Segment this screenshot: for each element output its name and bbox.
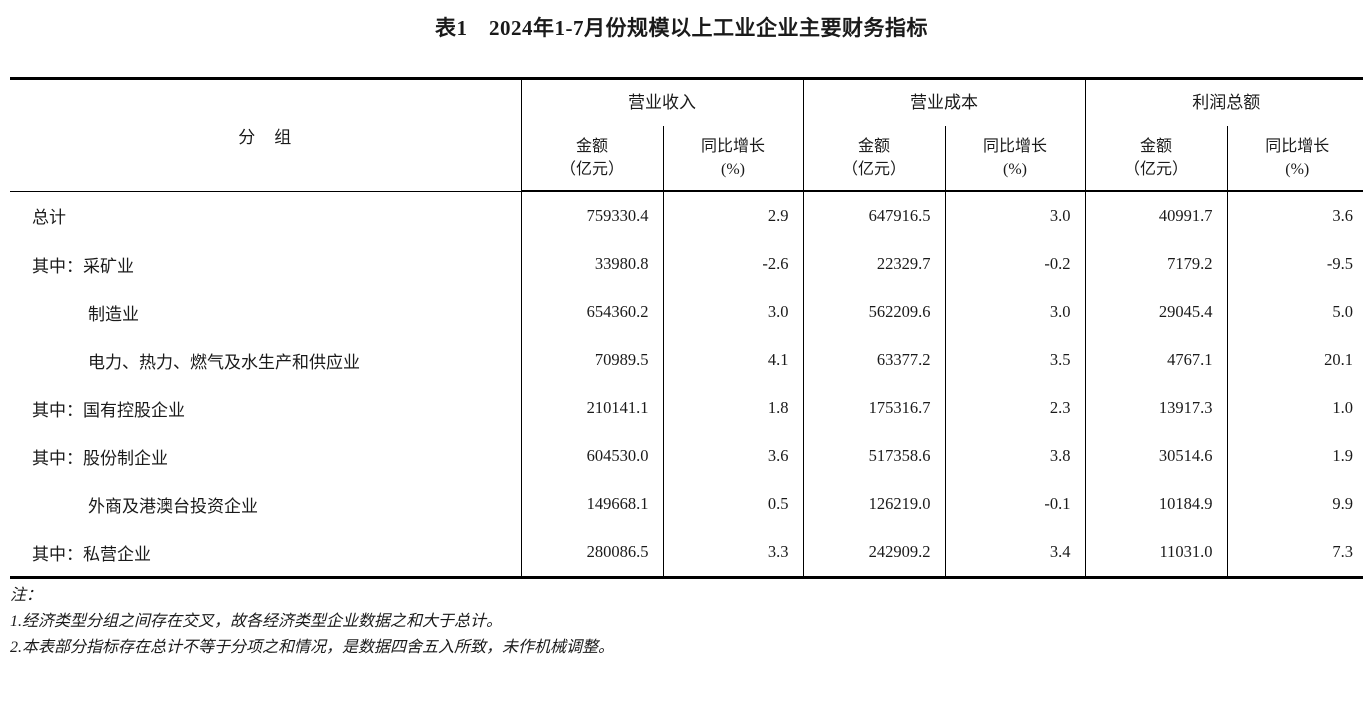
row-label: 其中：私营企业 (10, 528, 521, 580)
cell-profit-amount: 13917.3 (1084, 384, 1227, 433)
cell-revenue-growth: 4.1 (662, 336, 803, 385)
cell-cost-amount: 175316.7 (802, 384, 945, 433)
cell-profit-amount: 4767.1 (1084, 336, 1227, 385)
cell-revenue-amount: 654360.2 (520, 288, 663, 337)
cell-profit-amount: 7179.2 (1084, 240, 1227, 289)
cell-cost-amount: 126219.0 (802, 480, 945, 529)
cell-cost-growth: 3.8 (944, 432, 1085, 481)
table-row: 其中：私营企业 280086.5 3.3 242909.2 3.4 11031.0 7.3 (10, 528, 1363, 580)
subheader-line2: （亿元） (841, 161, 906, 179)
cell-profit-amount: 11031.0 (1084, 528, 1227, 580)
cell-cost-growth: -0.1 (944, 480, 1085, 529)
cell-profit-growth: 5.0 (1226, 288, 1363, 337)
table-row: 其中：采矿业 33980.8 -2.6 22329.7 -0.2 7179.2 -9.5 (10, 240, 1363, 289)
subheader-line1: 同比增长 (700, 138, 765, 155)
table-row: 其中：股份制企业 604530.0 3.6 517358.6 3.8 30514.6 1.9 (10, 432, 1363, 481)
subheader-line1: 同比增长 (982, 138, 1047, 155)
table-body: 总计 759330.4 2.9 647916.5 3.0 40991.7 3.6 其中：采矿业… (10, 191, 1363, 580)
cell-profit-amount: 30514.6 (1084, 432, 1227, 481)
subheader-line1: 金额 (857, 138, 890, 155)
subheader-profit-growth: 同比增长 (%) (1226, 126, 1363, 193)
row-label: 其中：股份制企业 (32, 448, 168, 468)
cell-revenue-growth: 3.6 (662, 432, 803, 481)
cell-revenue-amount: 210141.1 (520, 384, 663, 433)
row-label: 其中：国有控股企业 (32, 400, 185, 420)
cell-revenue-amount: 149668.1 (520, 480, 663, 529)
column-header-grouping: 分 组 (10, 77, 521, 192)
table-row: 制造业 654360.2 3.0 562209.6 3.0 29045.4 5.0 (10, 288, 1363, 337)
financial-table-container: 分 组 营业收入 营业成本 利润总额 金额 （亿元） 同比增长 (%) 金额 （… (10, 41, 1363, 580)
cell-revenue-growth: 2.9 (662, 191, 803, 241)
row-label: 其中：采矿业 (32, 256, 134, 276)
cell-revenue-amount: 33980.8 (520, 240, 663, 289)
subheader-revenue-amount: 金额 （亿元） (520, 126, 663, 193)
table-row: 电力、热力、燃气及水生产和供应业 70989.5 4.1 63377.2 3.5 4767… (10, 336, 1363, 385)
row-label: 外商及港澳台投资企业 (88, 496, 258, 516)
header-row-groups: 分 组 营业收入 营业成本 利润总额 (10, 77, 1363, 192)
table-notes: 注： 1.经济类型分组之间存在交叉，故各经济类型企业数据之和大于总计。 2.本表… (10, 579, 1353, 661)
row-label: 电力、热力、燃气及水生产和供应业 (88, 352, 360, 372)
cell-revenue-amount: 280086.5 (520, 528, 663, 580)
cell-revenue-amount: 70989.5 (520, 336, 663, 385)
subheader-line1: 金额 (1139, 138, 1172, 155)
cell-revenue-growth: 3.0 (662, 288, 803, 337)
cell-cost-amount: 647916.5 (802, 191, 945, 241)
cell-profit-growth: 9.9 (1226, 480, 1363, 529)
table-row: 外商及港澳台投资企业 149668.1 0.5 126219.0 -0.1 10184.9… (10, 480, 1363, 529)
note-item-2: 2.本表部分指标存在总计不等于分项之和情况，是数据四舍五入所致，未作机械调整。 (10, 639, 615, 656)
cell-cost-amount: 22329.7 (802, 240, 945, 289)
cell-cost-growth: 3.0 (944, 288, 1085, 337)
subheader-line2: （亿元） (1123, 161, 1188, 179)
financial-indicators-table: 分 组 营业收入 营业成本 利润总额 金额 （亿元） 同比增长 (%) 金额 （… (10, 77, 1363, 580)
row-label: 总计 (32, 208, 66, 228)
subheader-line1: 金额 (575, 138, 608, 155)
subheader-line2: （亿元） (559, 161, 624, 179)
cell-cost-amount: 63377.2 (802, 336, 945, 385)
cell-revenue-growth: 3.3 (662, 528, 803, 580)
cell-profit-growth: 7.3 (1226, 528, 1363, 580)
column-group-operating-revenue: 营业收入 (520, 77, 803, 127)
cell-profit-growth: 20.1 (1226, 336, 1363, 385)
subheader-line1: 同比增长 (1265, 138, 1330, 155)
subheader-cost-growth: 同比增长 (%) (944, 126, 1085, 193)
cell-profit-amount: 40991.7 (1084, 191, 1227, 241)
table-head: 分 组 营业收入 营业成本 利润总额 金额 （亿元） 同比增长 (%) 金额 （… (10, 77, 1363, 193)
cell-revenue-growth: -2.6 (662, 240, 803, 289)
subheader-line2: (%) (1003, 161, 1027, 179)
table-row: 其中：国有控股企业 210141.1 1.8 175316.7 2.3 13917.3 1.… (10, 384, 1363, 433)
cell-revenue-amount: 604530.0 (520, 432, 663, 481)
cell-profit-growth: 1.0 (1226, 384, 1363, 433)
subheader-line2: (%) (721, 161, 745, 179)
cell-cost-growth: 3.4 (944, 528, 1085, 580)
cell-profit-growth: 1.9 (1226, 432, 1363, 481)
header-row-subcolumns: 金额 （亿元） 同比增长 (%) 金额 （亿元） 同比增长 (%) 金额 （ (10, 126, 1363, 193)
row-label: 制造业 (88, 304, 139, 324)
subheader-line2: (%) (1285, 161, 1310, 179)
page-title: 表1 2024年1-7月份规模以上工业企业主要财务指标 (435, 16, 928, 40)
table-row: 总计 759330.4 2.9 647916.5 3.0 40991.7 3.6 (10, 191, 1363, 241)
cell-profit-amount: 10184.9 (1084, 480, 1227, 529)
column-group-operating-cost: 营业成本 (802, 77, 1085, 127)
cell-cost-growth: 3.5 (944, 336, 1085, 385)
cell-cost-amount: 517358.6 (802, 432, 945, 481)
subheader-cost-amount: 金额 （亿元） (802, 126, 945, 193)
subheader-revenue-growth: 同比增长 (%) (662, 126, 803, 193)
cell-profit-amount: 29045.4 (1084, 288, 1227, 337)
cell-cost-amount: 242909.2 (802, 528, 945, 580)
cell-cost-growth: -0.2 (944, 240, 1085, 289)
cell-cost-amount: 562209.6 (802, 288, 945, 337)
cell-cost-growth: 2.3 (944, 384, 1085, 433)
subheader-profit-amount: 金额 （亿元） (1084, 126, 1227, 193)
note-item-1: 1.经济类型分组之间存在交叉，故各经济类型企业数据之和大于总计。 (10, 613, 503, 631)
column-group-total-profit: 利润总额 (1084, 77, 1363, 127)
cell-revenue-growth: 0.5 (662, 480, 803, 529)
cell-profit-growth: -9.5 (1226, 240, 1363, 289)
cell-revenue-amount: 759330.4 (520, 191, 663, 241)
cell-profit-growth: 3.6 (1226, 191, 1363, 241)
cell-cost-growth: 3.0 (944, 191, 1085, 241)
cell-revenue-growth: 1.8 (662, 384, 803, 433)
notes-heading: 注： (10, 587, 43, 605)
